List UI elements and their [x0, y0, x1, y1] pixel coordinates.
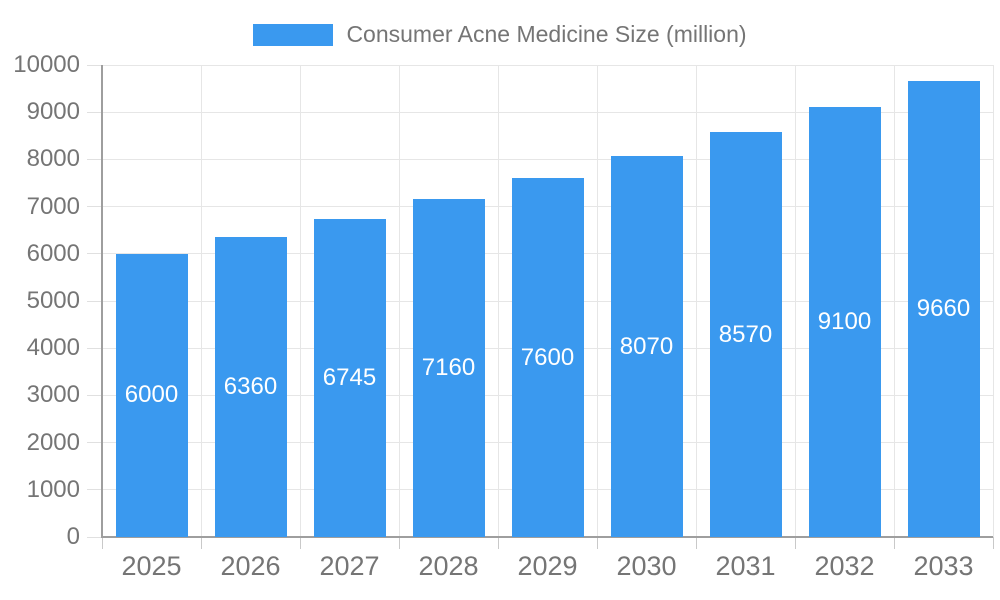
- x-gridline: [299, 65, 301, 537]
- y-gridline: [102, 111, 993, 113]
- x-gridline: [992, 65, 994, 537]
- x-tick-mark: [596, 537, 598, 549]
- x-tick-mark: [200, 537, 202, 549]
- x-gridline: [794, 65, 796, 537]
- x-axis-label: 2026: [220, 551, 281, 581]
- y-tick-mark: [87, 158, 102, 160]
- y-axis-label: 1000: [26, 475, 80, 503]
- x-tick-mark: [497, 537, 499, 549]
- y-axis-label: 6000: [26, 239, 80, 267]
- bar-2029[interactable]: [511, 178, 584, 537]
- y-axis-label: 10000: [13, 51, 80, 78]
- bar-2032[interactable]: [808, 107, 881, 537]
- x-axis-label: 2028: [418, 551, 479, 581]
- y-tick-mark: [87, 347, 102, 349]
- bar-value-label: 9100: [817, 308, 872, 336]
- y-tick-mark: [87, 253, 102, 255]
- bar-value-label: 7160: [421, 354, 476, 382]
- bar-2025[interactable]: [115, 253, 188, 537]
- bar-2026[interactable]: [214, 236, 287, 537]
- x-gridline: [497, 65, 499, 537]
- y-axis-line: [101, 65, 103, 537]
- y-tick-mark: [87, 300, 102, 302]
- x-gridline: [695, 65, 697, 537]
- x-gridline: [200, 65, 202, 537]
- y-axis-label: 4000: [26, 334, 80, 362]
- x-tick-mark: [893, 537, 895, 549]
- y-axis-label: 9000: [26, 98, 80, 126]
- x-axis-label: 2025: [121, 551, 182, 581]
- y-axis-label: 3000: [26, 381, 80, 409]
- x-axis-label: 2029: [517, 551, 578, 581]
- x-gridline: [398, 65, 400, 537]
- bar-value-label: 8570: [718, 320, 773, 348]
- x-gridline: [596, 65, 598, 537]
- bar-value-label: 6360: [223, 372, 278, 400]
- y-tick-mark: [87, 64, 102, 66]
- y-tick-mark: [87, 206, 102, 208]
- bar-2033[interactable]: [907, 81, 980, 537]
- y-axis-label: 7000: [26, 192, 80, 220]
- bar-2027[interactable]: [313, 218, 386, 537]
- y-tick-mark: [87, 536, 102, 538]
- x-tick-mark: [299, 537, 301, 549]
- x-axis-label: 2032: [814, 551, 875, 581]
- y-axis-label: 0: [66, 523, 80, 550]
- legend-swatch-icon: [253, 23, 334, 46]
- bar-value-label: 6000: [124, 381, 179, 409]
- bar-value-label: 9660: [916, 295, 971, 323]
- x-axis-label: 2031: [715, 551, 776, 581]
- x-axis-label: 2027: [319, 551, 380, 581]
- bar-value-label: 6745: [322, 363, 377, 391]
- y-axis-label: 8000: [26, 145, 80, 173]
- y-tick-mark: [87, 489, 102, 491]
- x-axis-label: 2033: [913, 551, 974, 581]
- legend-item[interactable]: Consumer Acne Medicine Size (million): [0, 21, 1000, 48]
- bar-value-label: 7600: [520, 343, 575, 371]
- legend-label: Consumer Acne Medicine Size (million): [346, 21, 747, 47]
- y-axis-label: 5000: [26, 287, 80, 314]
- bar-2030[interactable]: [610, 156, 683, 537]
- y-tick-mark: [87, 394, 102, 396]
- y-axis-label: 2000: [26, 428, 80, 456]
- x-axis-label: 2030: [616, 551, 677, 581]
- x-tick-mark: [992, 537, 994, 549]
- bar-2031[interactable]: [709, 132, 782, 537]
- bar-value-label: 8070: [619, 332, 674, 360]
- x-gridline: [893, 65, 895, 537]
- bar-2028[interactable]: [412, 199, 485, 537]
- x-tick-mark: [695, 537, 697, 549]
- y-gridline: [102, 158, 993, 160]
- x-tick-mark: [398, 537, 400, 549]
- y-tick-mark: [87, 111, 102, 113]
- x-axis-line: [101, 536, 993, 538]
- x-tick-mark: [794, 537, 796, 549]
- y-tick-mark: [87, 442, 102, 444]
- x-tick-mark: [101, 537, 103, 549]
- y-gridline: [102, 64, 993, 66]
